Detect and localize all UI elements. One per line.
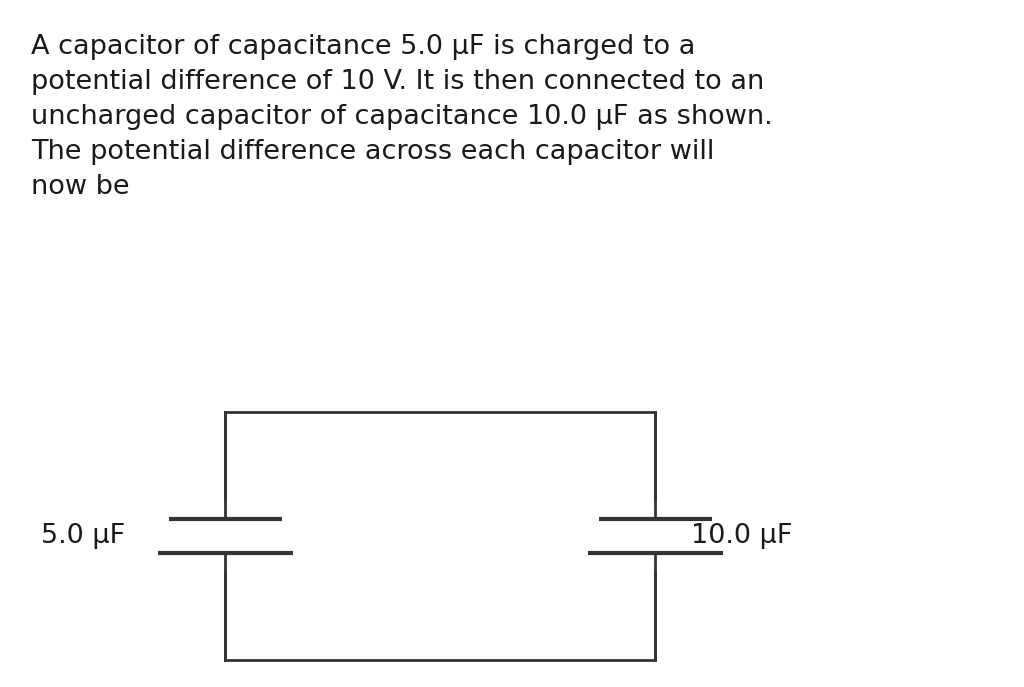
Text: 10.0 μF: 10.0 μF (691, 523, 793, 549)
Bar (225, 412, 655, 660)
Text: A capacitor of capacitance 5.0 μF is charged to a
potential difference of 10 V. : A capacitor of capacitance 5.0 μF is cha… (31, 34, 772, 201)
Text: 5.0 μF: 5.0 μF (41, 523, 125, 549)
